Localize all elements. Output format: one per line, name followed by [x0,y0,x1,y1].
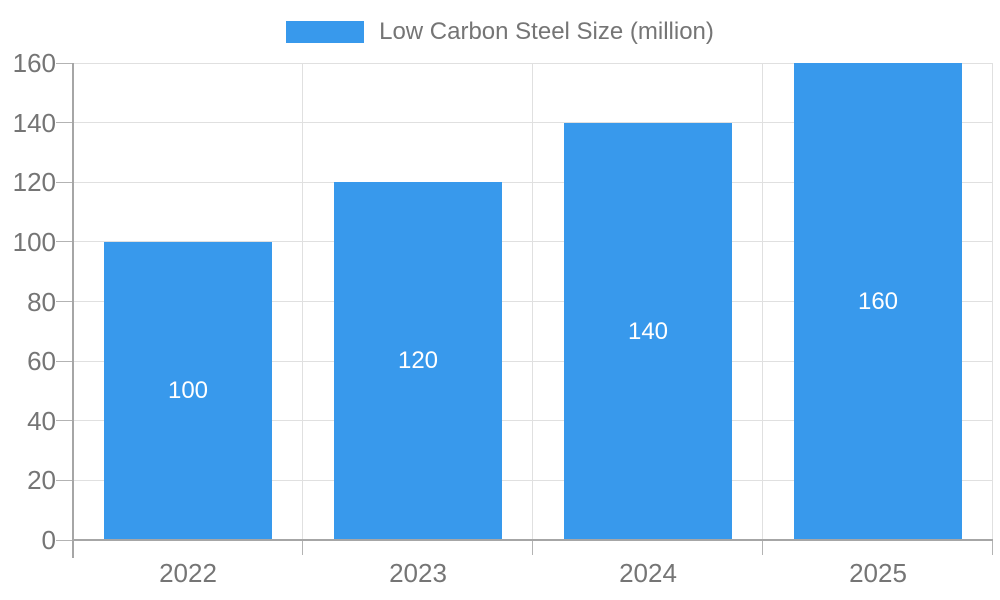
bar-value-label: 120 [397,347,439,374]
x-axis-line [72,539,993,541]
y-axis-line [72,63,74,558]
y-axis-label: 140 [12,107,56,138]
y-gridline [73,62,993,64]
legend-label: Low Carbon Steel Size (million) [379,18,714,45]
x-axis-label: 2022 [159,558,217,588]
y-axis-label: 160 [12,48,56,78]
y-axis-tick [56,62,72,64]
x-axis-label: 2024 [619,558,677,588]
y-axis-tick [56,479,72,481]
y-axis-label: 0 [41,525,56,555]
y-gridline [73,301,993,302]
legend-swatch [286,21,365,43]
x-axis-tick [302,540,303,555]
x-axis-tick [992,540,993,555]
bar-2025[interactable]: 160 [794,63,962,540]
y-axis-tick [56,122,72,124]
bar-value-label: 160 [857,287,899,315]
bar-2024[interactable]: 140 [564,123,732,540]
y-gridline [73,479,993,481]
y-axis-label: 80 [27,286,56,317]
y-axis-tick [56,241,72,243]
x-axis-tick [532,540,533,555]
y-axis-label: 120 [12,167,56,198]
y-axis-tick [56,539,72,541]
y-gridline [73,360,993,362]
y-axis-label: 60 [27,346,56,377]
plot-area: 100 120 140 160 [73,62,993,540]
x-gridline [532,63,533,540]
y-axis-tick [56,301,72,302]
x-axis-label: 2023 [389,558,447,588]
y-axis-label: 20 [27,465,56,496]
y-axis-tick [56,420,72,422]
legend-item[interactable]: Low Carbon Steel Size (million) [0,18,1000,46]
x-gridline [762,63,763,540]
y-gridline [73,122,993,124]
bar-2023[interactable]: 120 [334,182,502,540]
x-gridline [302,63,303,540]
x-gridline [992,63,993,540]
y-axis-tick [56,181,72,183]
y-axis-label: 100 [12,226,56,257]
y-gridline [73,420,993,422]
bar-value-label: 140 [627,317,669,345]
x-axis-tick [762,540,763,555]
y-axis-label: 40 [27,405,56,436]
y-gridline [73,181,993,183]
bar-2022[interactable]: 100 [104,242,272,540]
bar-value-label: 100 [167,377,209,404]
y-axis-tick [56,360,72,362]
y-gridline [73,241,993,243]
x-axis-label: 2025 [849,558,907,588]
